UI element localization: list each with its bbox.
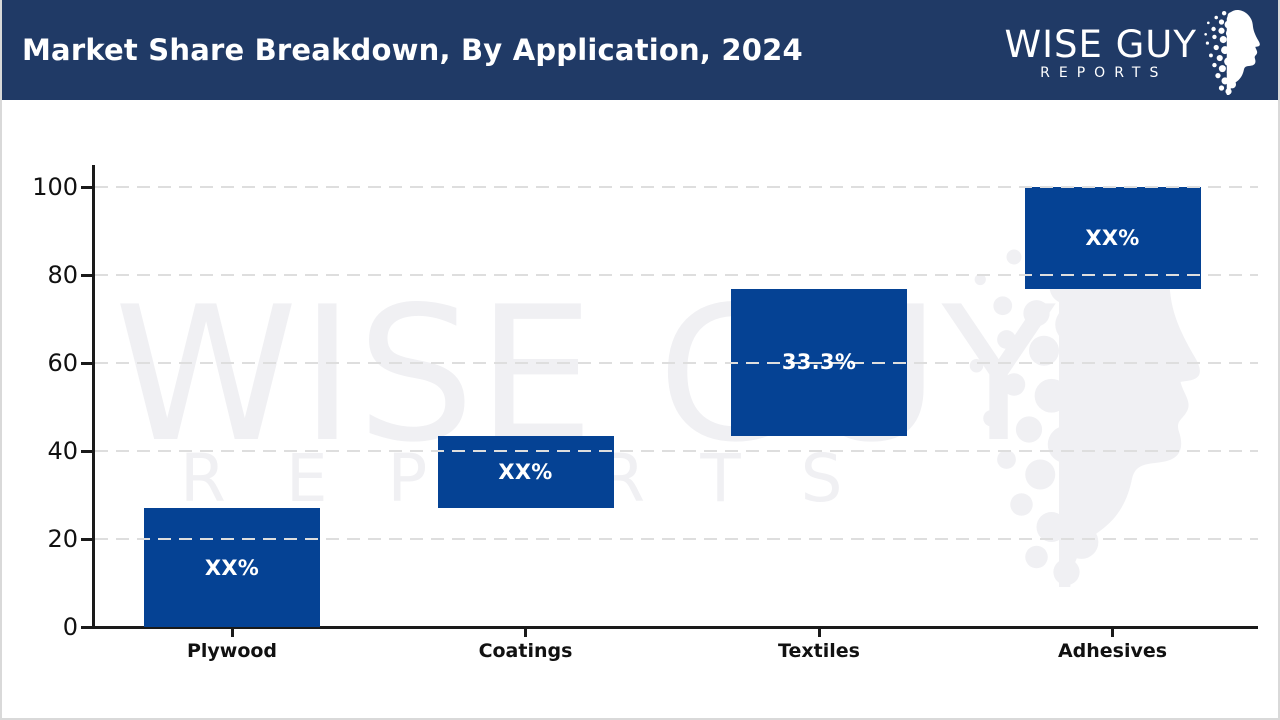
y-tick-mark xyxy=(81,626,92,629)
bar-plywood xyxy=(144,508,320,627)
y-tick-label: 40 xyxy=(47,437,78,465)
x-tick-mark xyxy=(817,629,821,637)
brand-logo: WISE GUY REPORTS xyxy=(1005,5,1262,95)
logo-wordmark: WISE GUY xyxy=(1004,23,1197,66)
y-tick-mark xyxy=(81,538,92,541)
logo-text: WISE GUY REPORTS xyxy=(1005,26,1197,80)
y-axis-line xyxy=(92,165,95,629)
x-tick-mark xyxy=(1111,629,1114,637)
bar-value-label: XX% xyxy=(498,459,553,484)
header-bar: Market Share Breakdown, By Application, … xyxy=(2,0,1278,100)
gridline xyxy=(95,538,1258,540)
y-tick-mark xyxy=(81,186,92,189)
gridline xyxy=(95,186,1258,188)
gridline xyxy=(95,450,1258,452)
logo-head-icon xyxy=(1204,9,1260,95)
x-category-label: Coatings xyxy=(478,640,573,662)
logo-subtext: REPORTS xyxy=(1040,65,1168,81)
y-tick-label: 20 xyxy=(47,525,78,553)
x-tick-mark xyxy=(230,629,234,637)
x-axis-line xyxy=(90,626,1258,629)
y-tick-label: 100 xyxy=(32,173,78,201)
bar-value-label: 33.3% xyxy=(781,350,857,375)
gridline xyxy=(95,274,1258,276)
bar-coatings xyxy=(437,435,614,509)
chart-title: Market Share Breakdown, By Application, … xyxy=(22,33,803,67)
gridline xyxy=(95,362,1258,364)
y-tick-mark xyxy=(81,362,92,365)
bar-value-label: XX% xyxy=(1085,226,1140,251)
x-tick-mark xyxy=(524,629,527,637)
y-tick-mark xyxy=(81,274,92,277)
bar-adhesives xyxy=(1024,187,1201,290)
x-category-label: Plywood xyxy=(186,640,278,662)
y-tick-label: 80 xyxy=(47,261,78,289)
y-tick-mark xyxy=(81,450,92,453)
x-category-label: Adhesives xyxy=(1057,640,1168,662)
x-category-label: Textiles xyxy=(778,640,860,662)
y-tick-label: 0 xyxy=(62,613,78,641)
bar-value-label: XX% xyxy=(204,555,260,580)
y-tick-label: 60 xyxy=(47,349,78,377)
